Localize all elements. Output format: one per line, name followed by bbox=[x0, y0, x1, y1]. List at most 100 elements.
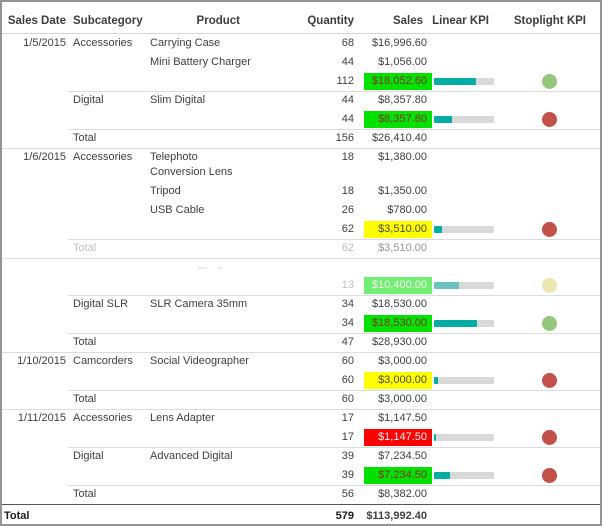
cell-linear-kpi bbox=[432, 34, 498, 53]
table-row: Total 47 $28,930.00 bbox=[2, 333, 600, 352]
sales-kpi-highlight: $18,530.00 bbox=[364, 315, 432, 332]
cell-linear-kpi bbox=[432, 239, 498, 258]
cell-sales: $1,147.50 bbox=[356, 428, 432, 446]
cell-sales: $3,000.00 bbox=[356, 352, 432, 370]
cell-quantity: 18 bbox=[341, 151, 354, 163]
cell-sales-date bbox=[2, 110, 68, 113]
cell-sales-date: 1/5/2015 bbox=[23, 37, 66, 49]
table-row: Digital Slim Digital 44 $8,357.80 bbox=[2, 91, 600, 110]
table-row: Total 60 $3,000.00 bbox=[2, 390, 600, 409]
cell-linear-kpi bbox=[432, 447, 498, 466]
cell-stoplight-kpi bbox=[498, 129, 598, 148]
cell-product bbox=[144, 428, 260, 430]
table-row: 17 $1,147.50 bbox=[2, 428, 600, 447]
linear-kpi-fill bbox=[434, 226, 442, 233]
cell-product: Telephoto Conversion Lens bbox=[150, 151, 233, 178]
cell-stoplight-kpi bbox=[498, 276, 598, 295]
cell-sales: $3,510.00 bbox=[356, 220, 432, 238]
cell-stoplight-kpi bbox=[498, 220, 598, 239]
cell-quantity: 60 bbox=[341, 393, 354, 405]
cell-sales: $780.00 bbox=[356, 201, 432, 219]
cell-linear-kpi bbox=[432, 409, 498, 428]
cell-quantity: 17 bbox=[341, 431, 354, 443]
cell-linear-kpi bbox=[432, 507, 498, 524]
cell-linear-kpi bbox=[432, 72, 498, 91]
linear-kpi-bar bbox=[434, 282, 494, 289]
table-row: 39 $7,234.50 bbox=[2, 466, 600, 485]
cell-linear-kpi bbox=[432, 466, 498, 485]
cell-product: SLR Camera 35mm bbox=[150, 298, 248, 310]
cell-quantity: 39 bbox=[341, 450, 354, 462]
table-row: 1/5/2015 Accessories Carrying Case 68 $16,99… bbox=[2, 34, 600, 53]
cell-subcategory: Digital bbox=[73, 450, 104, 462]
cell-linear-kpi bbox=[432, 352, 498, 371]
cell-linear-kpi bbox=[432, 390, 498, 409]
cell-stoplight-kpi bbox=[498, 295, 598, 314]
stoplight-red-icon bbox=[542, 468, 557, 483]
cell-subcategory: Accessories bbox=[73, 37, 133, 49]
cell-subcategory: Accessories bbox=[73, 412, 133, 424]
faded-gap-row bbox=[2, 258, 600, 276]
linear-kpi-bar bbox=[434, 116, 494, 123]
cell-stoplight-kpi bbox=[498, 182, 598, 201]
cell-subcategory: Total bbox=[73, 488, 97, 500]
sales-value: $1,147.50 bbox=[378, 412, 427, 424]
table-row: USB Cable 26 $780.00 bbox=[2, 201, 600, 220]
cell-product bbox=[144, 485, 260, 487]
cell-sales: $3,000.00 bbox=[356, 390, 432, 408]
table-row: Mini Battery Charger 44 $1,056.00 bbox=[2, 53, 600, 72]
cell-stoplight-kpi bbox=[498, 466, 598, 485]
column-header-product: Product bbox=[196, 14, 240, 27]
cell-quantity: 579 bbox=[335, 510, 354, 522]
sales-value: $3,510.00 bbox=[378, 242, 427, 254]
linear-kpi-fill bbox=[434, 116, 452, 123]
table-row: 34 $18,530.00 bbox=[2, 314, 600, 333]
cell-product: USB Cable bbox=[150, 204, 205, 216]
cell-product bbox=[144, 276, 260, 278]
cell-sales-date bbox=[2, 466, 68, 469]
cell-stoplight-kpi bbox=[498, 390, 598, 409]
cell-quantity: 44 bbox=[341, 113, 354, 125]
cell-linear-kpi bbox=[432, 201, 498, 220]
linear-kpi-bar bbox=[434, 78, 494, 85]
linear-kpi-fill bbox=[434, 434, 436, 441]
cell-quantity: 44 bbox=[341, 56, 354, 68]
table-row: Total 56 $8,382.00 bbox=[2, 485, 600, 504]
cell-stoplight-kpi bbox=[498, 110, 598, 129]
cell-linear-kpi bbox=[432, 333, 498, 352]
cell-sales: $1,350.00 bbox=[356, 182, 432, 200]
cell-subcategory bbox=[68, 276, 144, 279]
cell-quantity: 18 bbox=[341, 185, 354, 197]
cell-linear-kpi bbox=[432, 314, 498, 333]
sales-value: $113,992.40 bbox=[366, 510, 427, 522]
cell-linear-kpi bbox=[432, 53, 498, 72]
cell-sales: $7,234.50 bbox=[356, 447, 432, 465]
cell-sales-date: Total bbox=[4, 510, 30, 522]
sales-value: $780.00 bbox=[387, 204, 427, 216]
sales-value: $1,380.00 bbox=[378, 151, 427, 163]
table-row: 1/10/2015 Camcorders Social Videographer 60… bbox=[2, 352, 600, 371]
column-header-stoplight-kpi: Stoplight KPI bbox=[513, 14, 586, 27]
cell-sales: $1,147.50 bbox=[356, 409, 432, 427]
column-header-quantity: Quantity bbox=[307, 14, 354, 27]
faded-artifact bbox=[198, 267, 207, 269]
cell-sales: $7,234.50 bbox=[356, 466, 432, 484]
cell-product bbox=[144, 314, 260, 316]
sales-kpi-highlight: $1,147.50 bbox=[364, 429, 432, 446]
cell-linear-kpi bbox=[432, 295, 498, 314]
cell-subcategory bbox=[68, 72, 144, 75]
cell-linear-kpi bbox=[432, 91, 498, 110]
cell-product bbox=[144, 220, 260, 222]
cell-sales-date bbox=[2, 314, 68, 317]
cell-stoplight-kpi bbox=[498, 91, 598, 110]
cell-sales-date: 1/10/2015 bbox=[17, 355, 66, 367]
cell-linear-kpi bbox=[432, 129, 498, 148]
cell-product bbox=[144, 390, 260, 392]
table-row: 62 $3,510.00 bbox=[2, 220, 600, 239]
cell-sales-date: 1/11/2015 bbox=[17, 412, 66, 424]
cell-sales: $8,357.80 bbox=[356, 110, 432, 128]
cell-product: Tripod bbox=[150, 185, 181, 197]
linear-kpi-fill bbox=[434, 78, 476, 85]
linear-kpi-bar bbox=[434, 434, 494, 441]
stoplight-red-icon bbox=[542, 430, 557, 445]
